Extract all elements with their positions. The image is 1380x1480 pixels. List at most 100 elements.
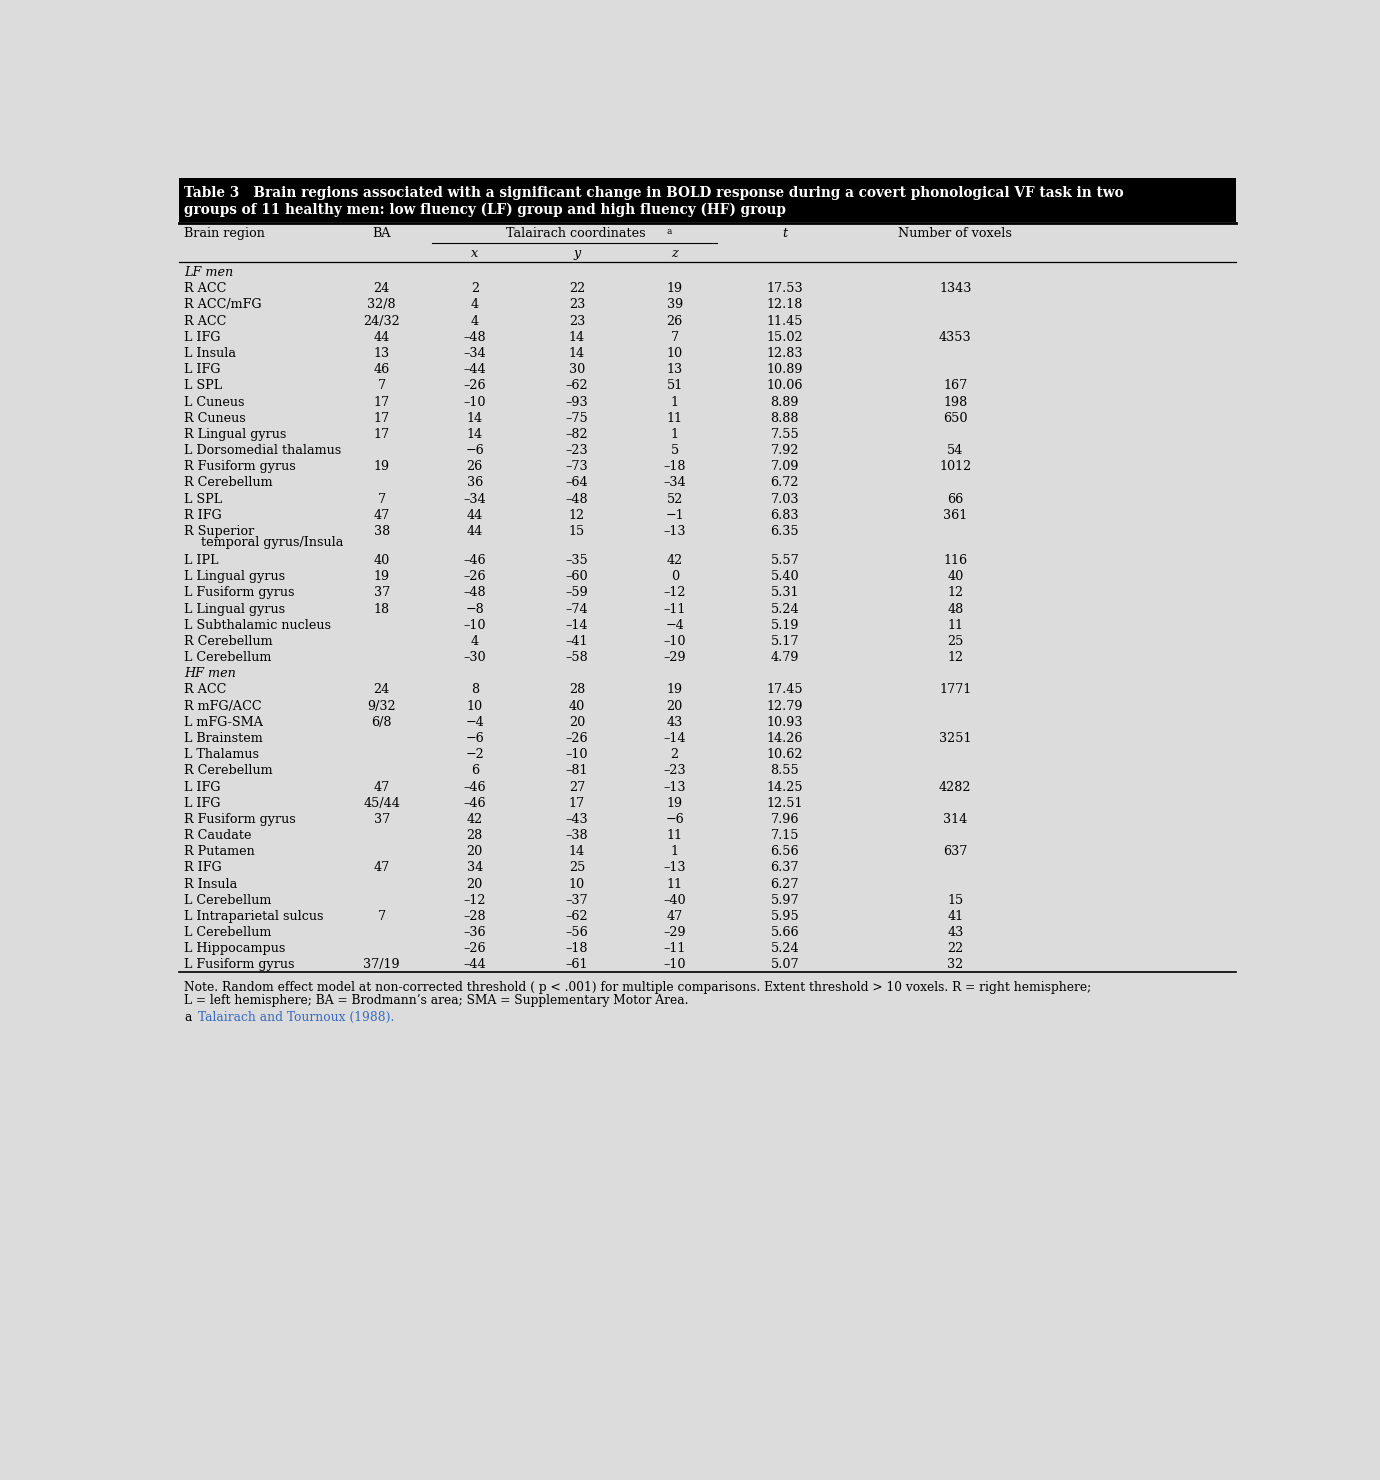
Text: 10: 10 (667, 346, 683, 360)
Text: R IFG: R IFG (184, 861, 222, 875)
Text: 42: 42 (667, 554, 683, 567)
Text: 5.19: 5.19 (770, 619, 799, 632)
Text: R ACC: R ACC (184, 315, 226, 327)
Text: –60: –60 (566, 570, 588, 583)
Text: 10.89: 10.89 (766, 363, 803, 376)
Text: 22: 22 (947, 943, 963, 955)
Text: 1343: 1343 (938, 283, 972, 296)
Text: 7: 7 (378, 493, 386, 506)
Text: –11: –11 (664, 602, 686, 616)
Text: –12: –12 (464, 894, 486, 907)
Text: 6.83: 6.83 (770, 509, 799, 521)
Text: 44: 44 (466, 525, 483, 537)
Text: 25: 25 (947, 635, 963, 648)
Text: 8.55: 8.55 (770, 764, 799, 777)
Text: –43: –43 (566, 813, 588, 826)
Text: 6.27: 6.27 (770, 878, 799, 891)
Text: 4: 4 (471, 299, 479, 311)
Text: R Fusiform gyrus: R Fusiform gyrus (184, 460, 295, 474)
Text: −2: −2 (465, 749, 484, 761)
Text: –18: –18 (664, 460, 686, 474)
Text: L IFG: L IFG (184, 332, 221, 343)
Text: 11: 11 (667, 829, 683, 842)
Text: L Fusiform gyrus: L Fusiform gyrus (184, 586, 294, 599)
Text: 6: 6 (471, 764, 479, 777)
Text: −6: −6 (465, 444, 484, 457)
Text: 4282: 4282 (938, 780, 972, 793)
Text: –48: –48 (464, 586, 486, 599)
Text: 167: 167 (943, 379, 967, 392)
Text: 12: 12 (569, 509, 585, 521)
Text: L Lingual gyrus: L Lingual gyrus (184, 602, 286, 616)
Text: 17.45: 17.45 (766, 684, 803, 697)
Text: temporal gyrus/Insula: temporal gyrus/Insula (201, 536, 344, 549)
Text: –30: –30 (464, 651, 486, 665)
Text: 12.51: 12.51 (766, 796, 803, 810)
Text: –26: –26 (566, 733, 588, 744)
Text: t: t (782, 226, 788, 240)
Text: 22: 22 (569, 283, 585, 296)
Text: 19: 19 (374, 460, 389, 474)
Text: 11: 11 (667, 411, 683, 425)
Text: 5.97: 5.97 (770, 894, 799, 907)
Text: 25: 25 (569, 861, 585, 875)
Text: –29: –29 (664, 651, 686, 665)
Text: 12.79: 12.79 (766, 700, 803, 713)
Text: 7.96: 7.96 (770, 813, 799, 826)
Text: 5.40: 5.40 (770, 570, 799, 583)
Text: 5.66: 5.66 (770, 926, 799, 938)
Text: –48: –48 (566, 493, 588, 506)
Text: 198: 198 (943, 395, 967, 408)
Text: 5: 5 (671, 444, 679, 457)
Text: LF men: LF men (184, 266, 233, 280)
Text: x: x (471, 247, 479, 260)
Text: Brain region: Brain region (184, 226, 265, 240)
Text: L Dorsomedial thalamus: L Dorsomedial thalamus (184, 444, 341, 457)
Text: R Cerebellum: R Cerebellum (184, 477, 273, 490)
Text: 28: 28 (569, 684, 585, 697)
Text: 1771: 1771 (940, 684, 972, 697)
Text: 38: 38 (374, 525, 391, 537)
Text: –41: –41 (566, 635, 588, 648)
Text: 28: 28 (466, 829, 483, 842)
Text: R IFG: R IFG (184, 509, 222, 521)
Text: 15: 15 (569, 525, 585, 537)
Text: L Hippocampus: L Hippocampus (184, 943, 286, 955)
Text: 4: 4 (471, 315, 479, 327)
Text: 1012: 1012 (940, 460, 972, 474)
Text: –23: –23 (566, 444, 588, 457)
Text: 47: 47 (667, 910, 683, 924)
Text: 42: 42 (466, 813, 483, 826)
Text: Talairach and Tournoux (1988).: Talairach and Tournoux (1988). (199, 1011, 395, 1024)
Text: 12: 12 (947, 586, 963, 599)
Text: 10.62: 10.62 (766, 749, 803, 761)
Text: 17: 17 (374, 411, 389, 425)
Text: 54: 54 (947, 444, 963, 457)
Text: −6: −6 (465, 733, 484, 744)
Text: 5.31: 5.31 (770, 586, 799, 599)
Text: 7.55: 7.55 (770, 428, 799, 441)
Text: 361: 361 (943, 509, 967, 521)
Text: L Cerebellum: L Cerebellum (184, 926, 272, 938)
Text: 8: 8 (471, 684, 479, 697)
Text: 20: 20 (667, 700, 683, 713)
Text: –40: –40 (664, 894, 686, 907)
Text: 46: 46 (374, 363, 391, 376)
Bar (178, 178, 1236, 222)
Text: 43: 43 (667, 716, 683, 728)
Text: 10: 10 (569, 878, 585, 891)
Text: 12.18: 12.18 (766, 299, 803, 311)
Text: –64: –64 (566, 477, 588, 490)
Text: 23: 23 (569, 315, 585, 327)
Text: L Thalamus: L Thalamus (184, 749, 259, 761)
Text: 13: 13 (374, 346, 389, 360)
Text: L Insula: L Insula (184, 346, 236, 360)
Text: 2: 2 (671, 749, 679, 761)
Text: 6/8: 6/8 (371, 716, 392, 728)
Text: 48: 48 (947, 602, 963, 616)
Text: 6.37: 6.37 (770, 861, 799, 875)
Text: 14.25: 14.25 (766, 780, 803, 793)
Text: –10: –10 (464, 395, 486, 408)
Text: HF men: HF men (184, 667, 236, 681)
Text: L Lingual gyrus: L Lingual gyrus (184, 570, 286, 583)
